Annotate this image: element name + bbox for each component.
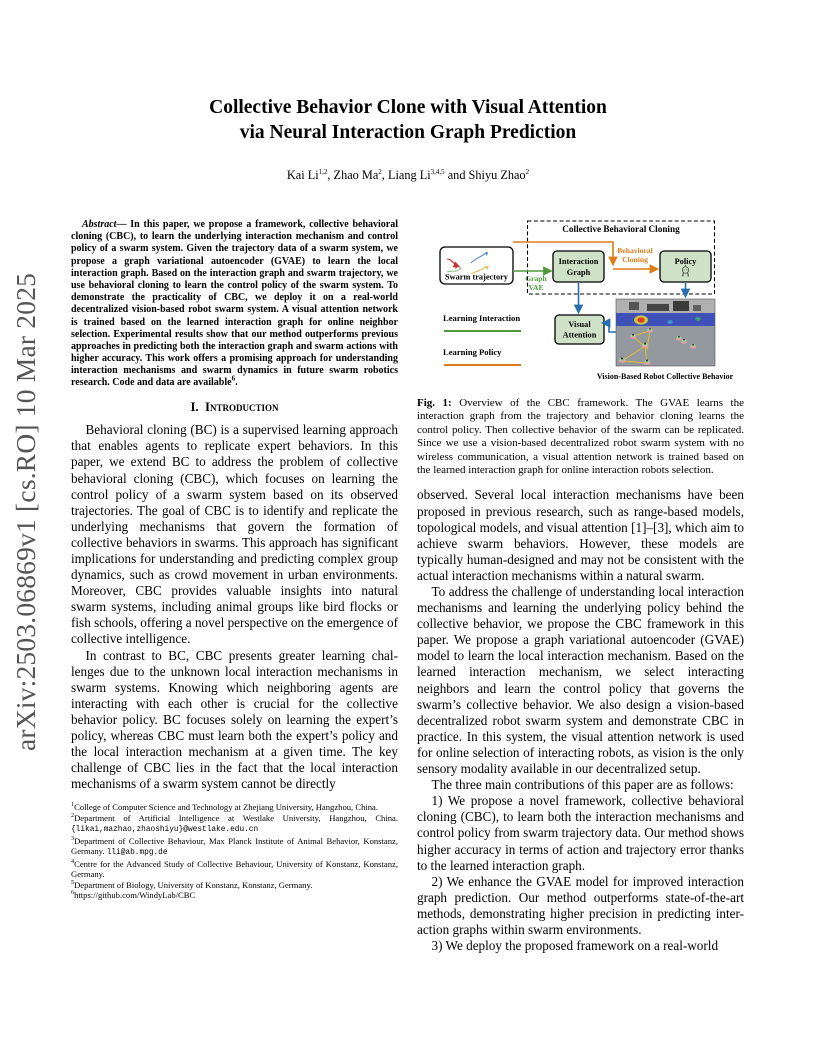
svg-text:Cloning: Cloning [622, 255, 648, 264]
svg-text:Swarm trajectory: Swarm trajectory [445, 273, 509, 282]
svg-text:Policy: Policy [675, 257, 698, 266]
svg-text:Interaction: Interaction [559, 257, 599, 266]
svg-text:Visual: Visual [568, 320, 591, 329]
svg-text:VAE: VAE [528, 283, 543, 292]
svg-text:Graph: Graph [525, 274, 547, 283]
svg-text:Learning Policy: Learning Policy [443, 347, 502, 357]
svg-text:Learning Interaction: Learning Interaction [443, 313, 520, 323]
svg-text:Graph: Graph [567, 268, 591, 277]
svg-text:Attention: Attention [563, 331, 597, 340]
svg-text:Behavioral: Behavioral [617, 246, 652, 255]
svg-text:Collective Behavioral Cloning: Collective Behavioral Cloning [562, 224, 680, 234]
svg-text:Vision-Based Robot Collective: Vision-Based Robot Collective Behavior [597, 372, 734, 381]
